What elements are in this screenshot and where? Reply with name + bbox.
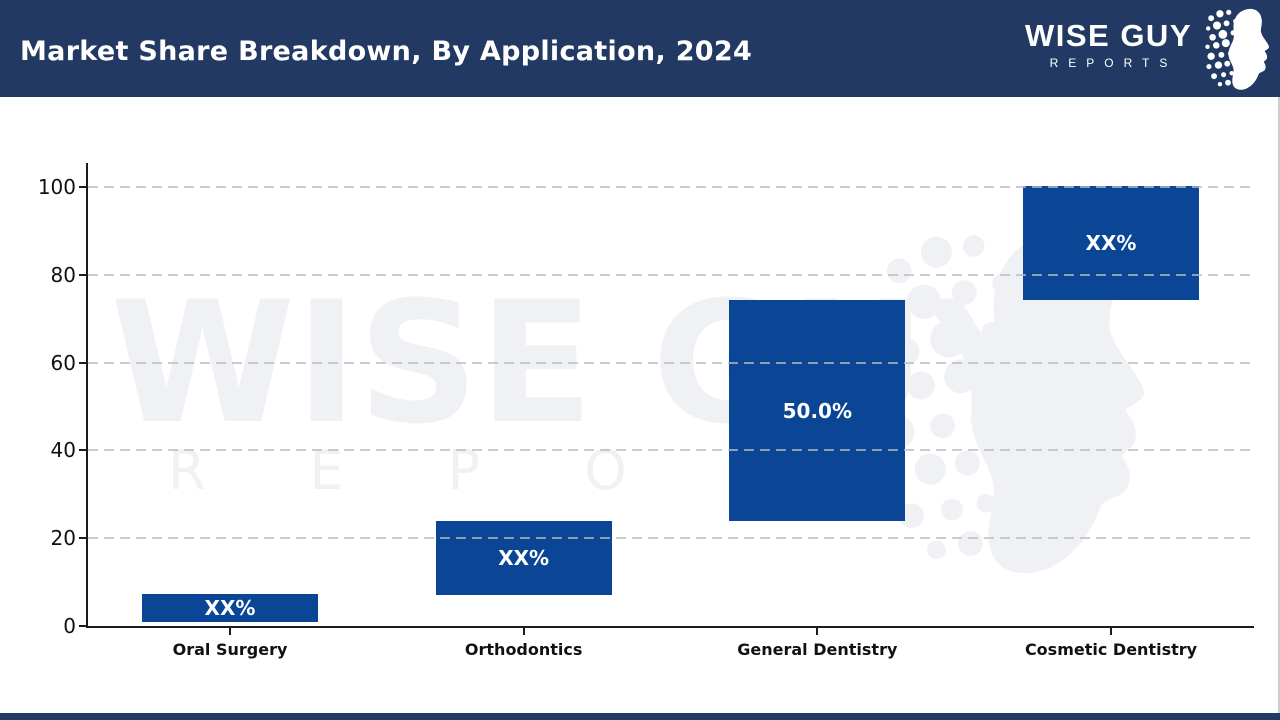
header-bar: Market Share Breakdown, By Application, … bbox=[0, 0, 1280, 97]
bar-oral-surgery: XX% bbox=[142, 593, 318, 623]
bar-cosmetic-dentistry: XX% bbox=[1023, 186, 1199, 301]
y-tick-label-100: 100 bbox=[37, 175, 76, 200]
x-category-label: Cosmetic Dentistry bbox=[1024, 640, 1198, 659]
bar-value-label: XX% bbox=[498, 545, 550, 570]
y-tick-label-60: 60 bbox=[50, 350, 76, 375]
x-category-label: Orthodontics bbox=[464, 640, 583, 659]
y-tick-60 bbox=[79, 361, 86, 364]
brand-logo: WISE GUY REPORTS bbox=[1025, 18, 1192, 70]
x-tick-4 bbox=[1110, 628, 1112, 635]
bar-orthodontics: XX% bbox=[435, 520, 612, 596]
y-tick-0 bbox=[79, 625, 86, 627]
y-tick-label-80: 80 bbox=[50, 262, 76, 287]
bar-general-dentistry: 50.0% bbox=[729, 300, 906, 521]
brand-logo-wordmark: WISE GUY bbox=[1024, 18, 1192, 53]
chart-area: WISE GUY REPORTS XX% XX% 50.0% XX% 0 20 40 60 80… bbox=[0, 97, 1280, 713]
gridline-40 bbox=[88, 449, 1254, 452]
y-tick-100 bbox=[79, 186, 86, 189]
gridline-100 bbox=[88, 186, 1254, 189]
plot-area: XX% XX% 50.0% XX% 0 20 40 60 80 100 Oral Surgery Or… bbox=[38, 163, 1254, 659]
x-tick-2 bbox=[522, 628, 525, 635]
gridline-80 bbox=[88, 273, 1254, 276]
chart-right-border bbox=[1278, 97, 1280, 713]
gridline-20 bbox=[88, 537, 1254, 540]
x-tick-1 bbox=[229, 628, 231, 635]
bar-value-label: 50.0% bbox=[782, 398, 853, 423]
brand-face-dots-icon bbox=[1205, 8, 1270, 90]
y-tick-label-0: 0 bbox=[63, 614, 76, 638]
y-tick-label-40: 40 bbox=[50, 438, 76, 463]
y-tick-label-20: 20 bbox=[50, 526, 76, 551]
footer-bar bbox=[0, 713, 1280, 720]
bar-value-label: XX% bbox=[1085, 231, 1137, 256]
y-tick-80 bbox=[79, 273, 86, 276]
x-axis-line bbox=[86, 626, 1254, 628]
x-category-label: General Dentistry bbox=[737, 640, 898, 659]
x-tick-3 bbox=[816, 628, 819, 635]
bar-value-label: XX% bbox=[204, 595, 256, 620]
y-axis-spine bbox=[86, 163, 88, 628]
gridline-60 bbox=[88, 361, 1254, 364]
y-tick-20 bbox=[79, 537, 86, 540]
y-tick-40 bbox=[79, 449, 86, 452]
brand-logo-subtext: REPORTS bbox=[1049, 56, 1178, 70]
page-title: Market Share Breakdown, By Application, … bbox=[20, 36, 753, 67]
x-category-label: Oral Surgery bbox=[172, 640, 288, 659]
